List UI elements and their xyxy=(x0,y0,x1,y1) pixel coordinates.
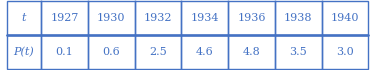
Text: 4.6: 4.6 xyxy=(196,47,214,57)
Text: 1927: 1927 xyxy=(50,13,79,23)
Text: 1934: 1934 xyxy=(190,13,219,23)
Text: 1930: 1930 xyxy=(97,13,126,23)
Text: t: t xyxy=(22,13,26,23)
Text: 1940: 1940 xyxy=(331,13,359,23)
Text: 2.5: 2.5 xyxy=(149,47,167,57)
Text: 1932: 1932 xyxy=(144,13,172,23)
Text: 0.6: 0.6 xyxy=(102,47,120,57)
Text: 3.5: 3.5 xyxy=(289,47,307,57)
Text: 0.1: 0.1 xyxy=(56,47,74,57)
Text: 3.0: 3.0 xyxy=(336,47,354,57)
Text: 4.8: 4.8 xyxy=(243,47,260,57)
Text: 1936: 1936 xyxy=(237,13,266,23)
Text: P(t): P(t) xyxy=(13,47,34,57)
Text: 1938: 1938 xyxy=(284,13,312,23)
